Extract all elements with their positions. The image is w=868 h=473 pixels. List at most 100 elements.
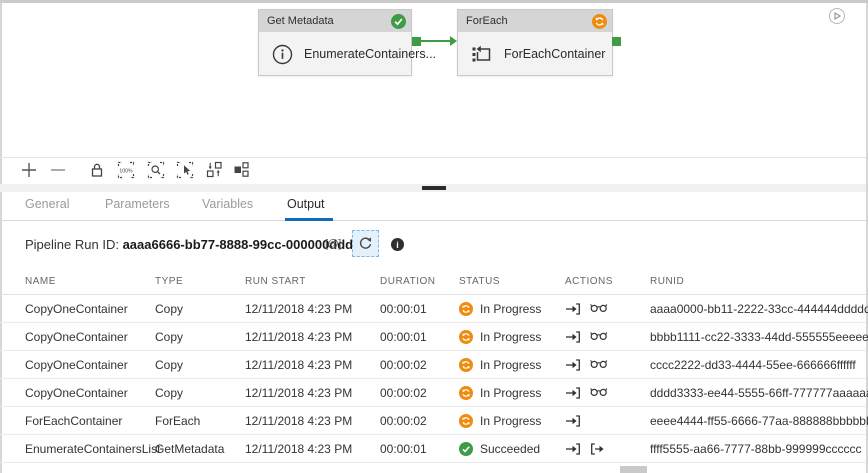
activity-type-cell: ForEach [155, 414, 201, 428]
activity-node-body[interactable]: EnumerateContainers... [259, 32, 436, 76]
multi-select-button[interactable] [173, 160, 197, 184]
input-icon[interactable] [565, 329, 581, 345]
activity-type-cell: Copy [155, 386, 184, 400]
activity-type-label: ForEach [466, 15, 508, 27]
status-cell: In Progress [459, 358, 541, 372]
run-start-cell: 12/11/2018 4:23 PM [245, 442, 353, 456]
column-header-actions: ACTIONS [565, 276, 613, 287]
activity-type-cell: GetMetadata [155, 442, 225, 456]
status-label: In Progress [480, 414, 542, 428]
duration-cell: 00:00:02 [380, 414, 427, 428]
table-row[interactable]: CopyOneContainer Copy 12/11/2018 4:23 PM… [0, 379, 868, 407]
runid-cell: eeee4444-ff55-6666-77aa-888888bbbbbb [650, 414, 868, 428]
activity-node-foreach[interactable]: ForEach ForEachContainer [457, 9, 613, 76]
status-cell: Succeeded [459, 442, 540, 456]
panel-splitter-handle[interactable] [422, 186, 446, 190]
tab-general[interactable]: General [25, 197, 70, 211]
play-button[interactable] [829, 8, 845, 24]
duration-cell: 00:00:02 [380, 358, 427, 372]
input-icon[interactable] [565, 413, 581, 429]
details-glasses-icon[interactable] [590, 329, 608, 345]
pipeline-run-id-value: aaaa6666-bb77-8888-99cc-000000dddddd [122, 237, 377, 252]
activity-name-cell: ForEachContainer [25, 414, 123, 428]
details-glasses-icon[interactable] [590, 357, 608, 373]
window-border-left [0, 3, 2, 473]
minus-icon [49, 161, 67, 184]
horizontal-scrollbar-thumb[interactable] [620, 466, 647, 473]
column-header-runid: RUNID [650, 276, 685, 287]
activity-type-cell: Copy [155, 330, 184, 344]
tab-variables[interactable]: Variables [202, 197, 254, 211]
status-label: Succeeded [480, 442, 541, 456]
details-glasses-icon[interactable] [590, 385, 608, 401]
runid-cell: bbbb1111-cc22-3333-44dd-555555eeeeee [650, 330, 868, 344]
status-label: In Progress [480, 302, 542, 316]
run-start-cell: 12/11/2018 4:23 PM [245, 302, 353, 316]
table-row[interactable]: CopyOneContainer Copy 12/11/2018 4:23 PM… [0, 295, 868, 323]
snap-to-grid-icon [233, 161, 250, 183]
activity-node-body[interactable]: ForEachContainer [458, 32, 612, 76]
duration-cell: 00:00:01 [380, 302, 427, 316]
toolbar-divider [0, 157, 866, 158]
zoom-to-fit-button[interactable]: 100% [114, 160, 138, 184]
runid-cell: aaaa0000-bb11-2222-33cc-444444dddddd [650, 302, 868, 316]
actions-cell [565, 385, 608, 401]
status-cell: In Progress [459, 302, 541, 316]
tab-output[interactable]: Output [287, 197, 325, 211]
status-in-progress-icon [459, 302, 473, 316]
lock-canvas-button[interactable] [85, 160, 109, 184]
details-glasses-icon[interactable] [590, 301, 608, 317]
zoom-to-selection-button[interactable] [144, 160, 168, 184]
input-icon[interactable] [565, 301, 581, 317]
dependency-connector-line [421, 40, 450, 42]
zoom-area-icon [147, 161, 165, 184]
zoom-in-button[interactable] [17, 160, 41, 184]
foreach-icon [471, 45, 493, 64]
actions-cell [565, 329, 608, 345]
activity-name-cell: CopyOneContainer [25, 330, 128, 344]
status-cell: In Progress [459, 386, 541, 400]
input-icon[interactable] [565, 441, 581, 457]
activity-name-cell: CopyOneContainer [25, 386, 128, 400]
plus-icon [20, 161, 38, 184]
table-row[interactable]: ForEachContainer ForEach 12/11/2018 4:23… [0, 407, 868, 435]
status-succeeded-icon [391, 13, 406, 29]
output-port[interactable] [612, 37, 621, 46]
refresh-button[interactable] [352, 230, 379, 257]
status-label: In Progress [480, 330, 542, 344]
auto-align-button[interactable] [202, 160, 226, 184]
duration-cell: 00:00:02 [380, 386, 427, 400]
run-start-cell: 12/11/2018 4:23 PM [245, 386, 353, 400]
info-icon[interactable]: i [391, 238, 404, 251]
consumption-icon[interactable]: [@] [325, 238, 341, 250]
column-header-duration: DURATION [380, 276, 436, 287]
play-icon [833, 12, 841, 20]
activity-node-get-metadata[interactable]: Get Metadata EnumerateContainers... [258, 9, 436, 76]
column-header-type: TYPE [155, 276, 184, 287]
column-header-name: NAME [25, 276, 56, 287]
run-start-cell: 12/11/2018 4:23 PM [245, 414, 353, 428]
activity-name-label: ForEachContainer [504, 47, 606, 61]
activity-type-cell: Copy [155, 358, 184, 372]
table-row[interactable]: EnumerateContainersList GetMetadata 12/1… [0, 435, 866, 463]
active-tab-underline [285, 218, 333, 221]
zoom-100-icon: 100% [117, 161, 135, 184]
tab-parameters[interactable]: Parameters [105, 197, 170, 211]
input-icon[interactable] [565, 385, 581, 401]
duration-cell: 00:00:01 [380, 442, 427, 456]
actions-cell [565, 301, 608, 317]
output-icon[interactable] [590, 441, 606, 457]
pipeline-canvas[interactable]: Get Metadata EnumerateContainers... ForE… [2, 3, 866, 157]
activity-type-label: Get Metadata [267, 15, 334, 27]
status-in-progress-icon [459, 414, 473, 428]
activity-name-cell: CopyOneContainer [25, 358, 128, 372]
table-row[interactable]: CopyOneContainer Copy 12/11/2018 4:23 PM… [0, 323, 868, 351]
snap-to-grid-button[interactable] [229, 160, 253, 184]
auto-align-icon [206, 161, 223, 183]
input-icon[interactable] [565, 357, 581, 373]
table-row[interactable]: CopyOneContainer Copy 12/11/2018 4:23 PM… [0, 351, 866, 379]
zoom-out-button[interactable] [46, 160, 70, 184]
output-port[interactable] [412, 37, 421, 46]
activity-node-header: ForEach [458, 10, 612, 32]
